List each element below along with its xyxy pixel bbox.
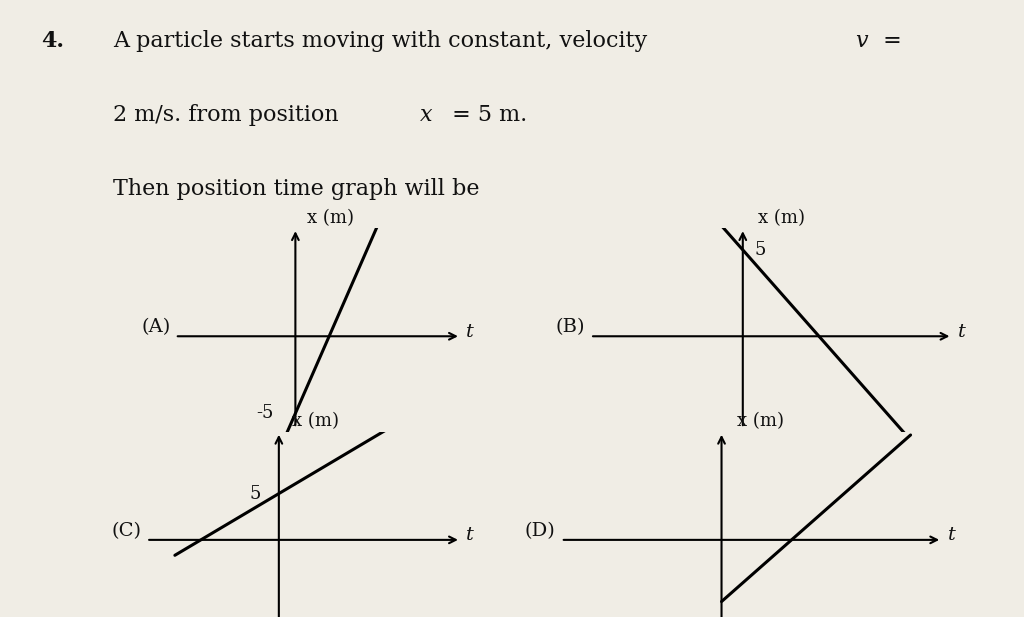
Text: t: t bbox=[948, 526, 956, 544]
Text: 5: 5 bbox=[249, 484, 261, 503]
Text: x (m): x (m) bbox=[292, 412, 339, 431]
Text: (B): (B) bbox=[555, 318, 585, 336]
Text: t: t bbox=[958, 323, 967, 341]
Text: x (m): x (m) bbox=[307, 209, 354, 227]
Text: x: x bbox=[420, 104, 432, 126]
Text: (A): (A) bbox=[141, 318, 171, 336]
Text: t: t bbox=[466, 323, 473, 341]
Text: v: v bbox=[855, 30, 867, 52]
Text: = 5 m.: = 5 m. bbox=[445, 104, 527, 126]
Text: 2 m/s. from position: 2 m/s. from position bbox=[113, 104, 345, 126]
Text: 4.: 4. bbox=[41, 30, 63, 52]
Text: A particle starts moving with constant, velocity: A particle starts moving with constant, … bbox=[113, 30, 654, 52]
Text: =: = bbox=[876, 30, 901, 52]
Text: -5: -5 bbox=[257, 404, 274, 423]
Text: 5: 5 bbox=[755, 241, 766, 259]
Text: (D): (D) bbox=[524, 521, 555, 540]
Text: x (m): x (m) bbox=[737, 412, 784, 431]
Text: (C): (C) bbox=[112, 521, 141, 540]
Text: t: t bbox=[466, 526, 474, 544]
Text: Then position time graph will be: Then position time graph will be bbox=[113, 178, 479, 200]
Text: x (m): x (m) bbox=[758, 209, 805, 227]
